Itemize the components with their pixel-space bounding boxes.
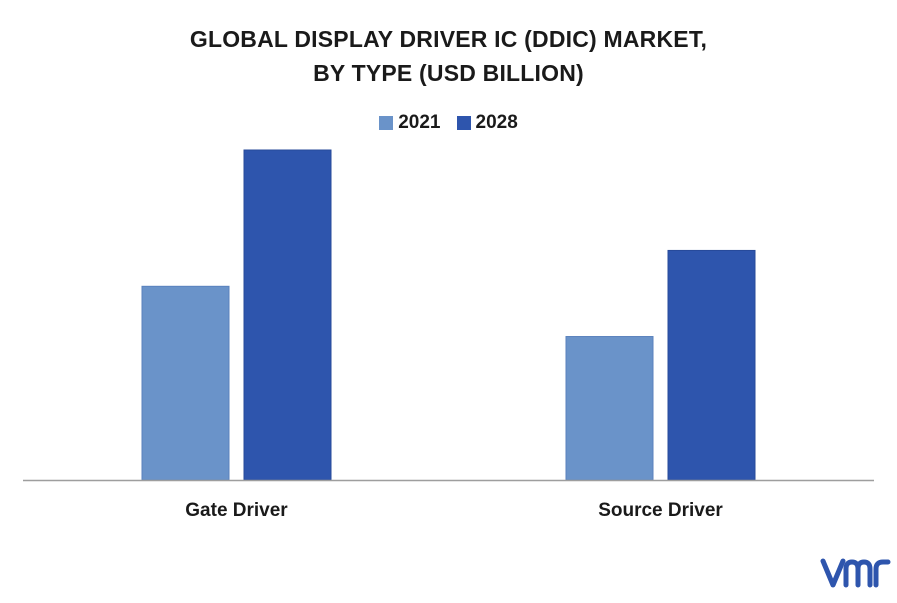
vmr-logo bbox=[820, 558, 891, 588]
chart-title: GLOBAL DISPLAY DRIVER IC (DDIC) MARKET, … bbox=[0, 22, 897, 90]
chart-title-line-2: BY TYPE (USD BILLION) bbox=[313, 60, 584, 86]
legend-swatch-2028 bbox=[456, 116, 471, 130]
x-tick-label: Source Driver bbox=[598, 500, 723, 521]
chart-title-line-1: GLOBAL DISPLAY DRIVER IC (DDIC) MARKET, bbox=[189, 26, 708, 52]
x-tick-label: Gate Driver bbox=[185, 500, 288, 521]
bar-source-driver-2028 bbox=[667, 249, 756, 481]
legend-label-2028: 2028 bbox=[475, 112, 518, 133]
bar-gate-driver-2021 bbox=[141, 285, 230, 481]
legend-swatch-2021 bbox=[379, 116, 394, 130]
bar-source-driver-2021 bbox=[565, 336, 654, 481]
chart-legend: 2021 2028 bbox=[0, 112, 897, 134]
legend-label-2021: 2021 bbox=[398, 112, 441, 133]
bar-gate-driver-2028 bbox=[243, 149, 332, 481]
legend-item-2021: 2021 bbox=[379, 112, 441, 134]
legend-item-2028: 2028 bbox=[456, 112, 518, 134]
